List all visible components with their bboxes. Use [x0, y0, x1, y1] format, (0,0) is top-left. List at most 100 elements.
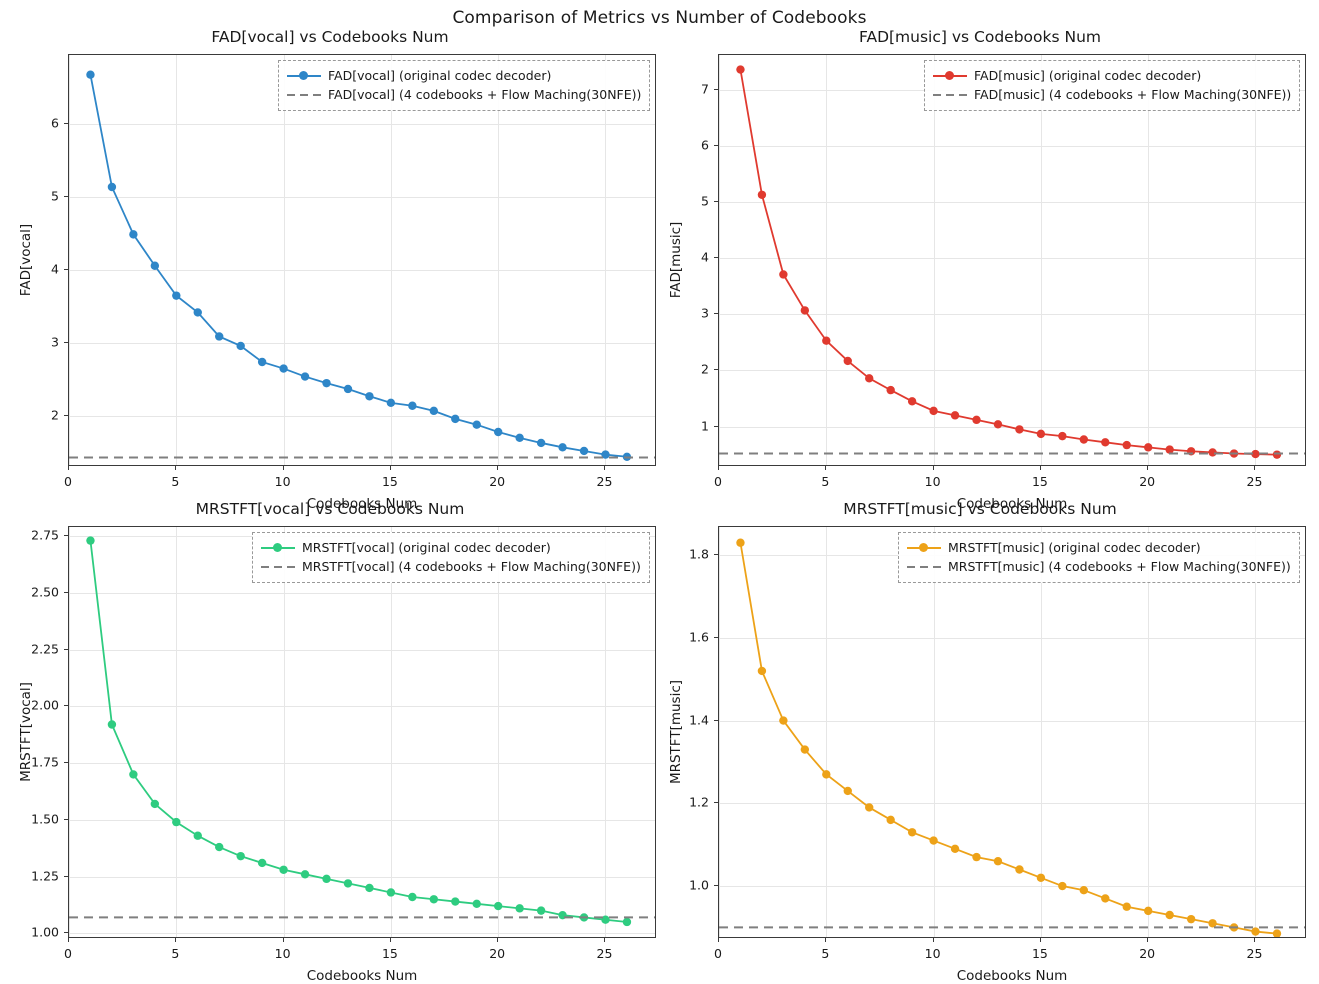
- data-point-marker[interactable]: [279, 865, 288, 874]
- legend-item[interactable]: MRSTFT[music] (4 codebooks + Flow Machin…: [907, 557, 1291, 576]
- data-point-marker[interactable]: [950, 411, 960, 420]
- data-point-marker[interactable]: [429, 895, 439, 904]
- data-point-marker[interactable]: [993, 420, 1003, 429]
- data-point-marker[interactable]: [865, 374, 874, 383]
- data-point-marker[interactable]: [972, 415, 981, 425]
- data-point-marker[interactable]: [736, 538, 745, 547]
- data-point-marker[interactable]: [1144, 906, 1153, 916]
- data-point-marker[interactable]: [822, 770, 831, 779]
- data-point-marker[interactable]: [1208, 919, 1217, 928]
- data-point-marker[interactable]: [1251, 449, 1260, 459]
- data-point-marker[interactable]: [86, 536, 95, 545]
- data-point-marker[interactable]: [257, 357, 267, 367]
- data-point-marker[interactable]: [193, 831, 202, 840]
- data-point-marker[interactable]: [929, 406, 938, 416]
- data-point-marker[interactable]: [343, 879, 353, 888]
- data-point-marker[interactable]: [279, 364, 288, 373]
- data-point-marker[interactable]: [1015, 425, 1024, 434]
- data-point-marker[interactable]: [494, 427, 503, 437]
- data-point-marker[interactable]: [1165, 445, 1174, 454]
- legend-item[interactable]: FAD[vocal] (original codec decoder): [287, 66, 641, 85]
- data-point-marker[interactable]: [558, 443, 567, 452]
- data-point-marker[interactable]: [365, 883, 374, 893]
- data-point-marker[interactable]: [215, 332, 224, 341]
- data-point-marker[interactable]: [515, 433, 524, 443]
- data-point-marker[interactable]: [365, 392, 374, 401]
- data-point-marker[interactable]: [257, 858, 267, 868]
- data-point-marker[interactable]: [494, 901, 503, 911]
- data-point-marker[interactable]: [1272, 450, 1282, 459]
- data-point-marker[interactable]: [757, 666, 767, 676]
- data-point-marker[interactable]: [907, 828, 917, 837]
- data-point-marker[interactable]: [1058, 431, 1067, 441]
- data-point-marker[interactable]: [86, 70, 95, 79]
- data-point-marker[interactable]: [1165, 910, 1174, 920]
- data-point-marker[interactable]: [129, 230, 138, 239]
- data-point-marker[interactable]: [193, 308, 202, 317]
- data-point-marker[interactable]: [1208, 448, 1217, 457]
- legend-item[interactable]: FAD[vocal] (4 codebooks + Flow Maching(3…: [287, 85, 641, 104]
- data-point-marker[interactable]: [757, 190, 767, 199]
- data-point-marker[interactable]: [601, 915, 610, 924]
- data-point-marker[interactable]: [601, 450, 610, 459]
- data-point-marker[interactable]: [1251, 927, 1260, 936]
- data-point-marker[interactable]: [1079, 885, 1089, 895]
- data-point-marker[interactable]: [408, 892, 417, 902]
- data-point-marker[interactable]: [1122, 440, 1131, 450]
- data-point-marker[interactable]: [451, 897, 460, 906]
- data-point-marker[interactable]: [536, 438, 546, 448]
- data-point-marker[interactable]: [472, 899, 481, 909]
- data-point-marker[interactable]: [515, 904, 524, 913]
- legend-item[interactable]: FAD[music] (4 codebooks + Flow Maching(3…: [933, 85, 1291, 104]
- data-point-marker[interactable]: [322, 378, 331, 388]
- data-point-marker[interactable]: [343, 384, 353, 394]
- data-point-marker[interactable]: [1101, 894, 1110, 903]
- data-point-marker[interactable]: [843, 356, 852, 366]
- data-point-marker[interactable]: [322, 874, 331, 884]
- data-point-marker[interactable]: [107, 720, 117, 729]
- data-point-marker[interactable]: [300, 372, 310, 381]
- data-point-marker[interactable]: [822, 336, 831, 345]
- data-point-marker[interactable]: [886, 815, 895, 825]
- data-point-marker[interactable]: [1079, 435, 1089, 444]
- data-point-marker[interactable]: [1122, 902, 1131, 911]
- data-point-marker[interactable]: [843, 786, 852, 796]
- legend-item[interactable]: MRSTFT[vocal] (original codec decoder): [261, 538, 641, 557]
- data-point-marker[interactable]: [579, 446, 589, 456]
- data-point-marker[interactable]: [950, 844, 960, 854]
- data-point-marker[interactable]: [236, 341, 245, 351]
- data-point-marker[interactable]: [622, 917, 632, 927]
- data-point-marker[interactable]: [429, 406, 439, 416]
- data-point-marker[interactable]: [736, 65, 745, 74]
- data-point-marker[interactable]: [472, 420, 481, 429]
- data-point-marker[interactable]: [886, 385, 895, 395]
- legend-item[interactable]: MRSTFT[music] (original codec decoder): [907, 538, 1291, 557]
- data-point-marker[interactable]: [150, 261, 160, 270]
- data-point-marker[interactable]: [1036, 429, 1046, 439]
- data-point-marker[interactable]: [993, 857, 1003, 866]
- data-point-marker[interactable]: [929, 836, 938, 845]
- data-point-marker[interactable]: [972, 852, 981, 862]
- data-point-marker[interactable]: [386, 398, 396, 408]
- data-point-marker[interactable]: [408, 401, 417, 410]
- legend-item[interactable]: MRSTFT[vocal] (4 codebooks + Flow Machin…: [261, 557, 641, 576]
- data-point-marker[interactable]: [800, 306, 810, 315]
- data-point-marker[interactable]: [236, 851, 245, 861]
- data-point-marker[interactable]: [451, 414, 460, 424]
- data-point-marker[interactable]: [300, 870, 310, 879]
- data-point-marker[interactable]: [107, 182, 117, 192]
- data-point-marker[interactable]: [907, 397, 917, 406]
- data-point-marker[interactable]: [1036, 873, 1046, 882]
- data-point-marker[interactable]: [172, 817, 181, 827]
- data-point-marker[interactable]: [172, 291, 181, 300]
- data-point-marker[interactable]: [800, 745, 810, 754]
- data-point-marker[interactable]: [1101, 438, 1110, 447]
- data-point-marker[interactable]: [1186, 914, 1196, 924]
- data-point-marker[interactable]: [1015, 865, 1024, 874]
- data-point-marker[interactable]: [1058, 881, 1067, 891]
- data-point-marker[interactable]: [1272, 929, 1282, 937]
- data-point-marker[interactable]: [865, 803, 874, 812]
- data-point-marker[interactable]: [150, 799, 160, 809]
- data-point-marker[interactable]: [386, 888, 396, 897]
- data-point-marker[interactable]: [129, 770, 138, 779]
